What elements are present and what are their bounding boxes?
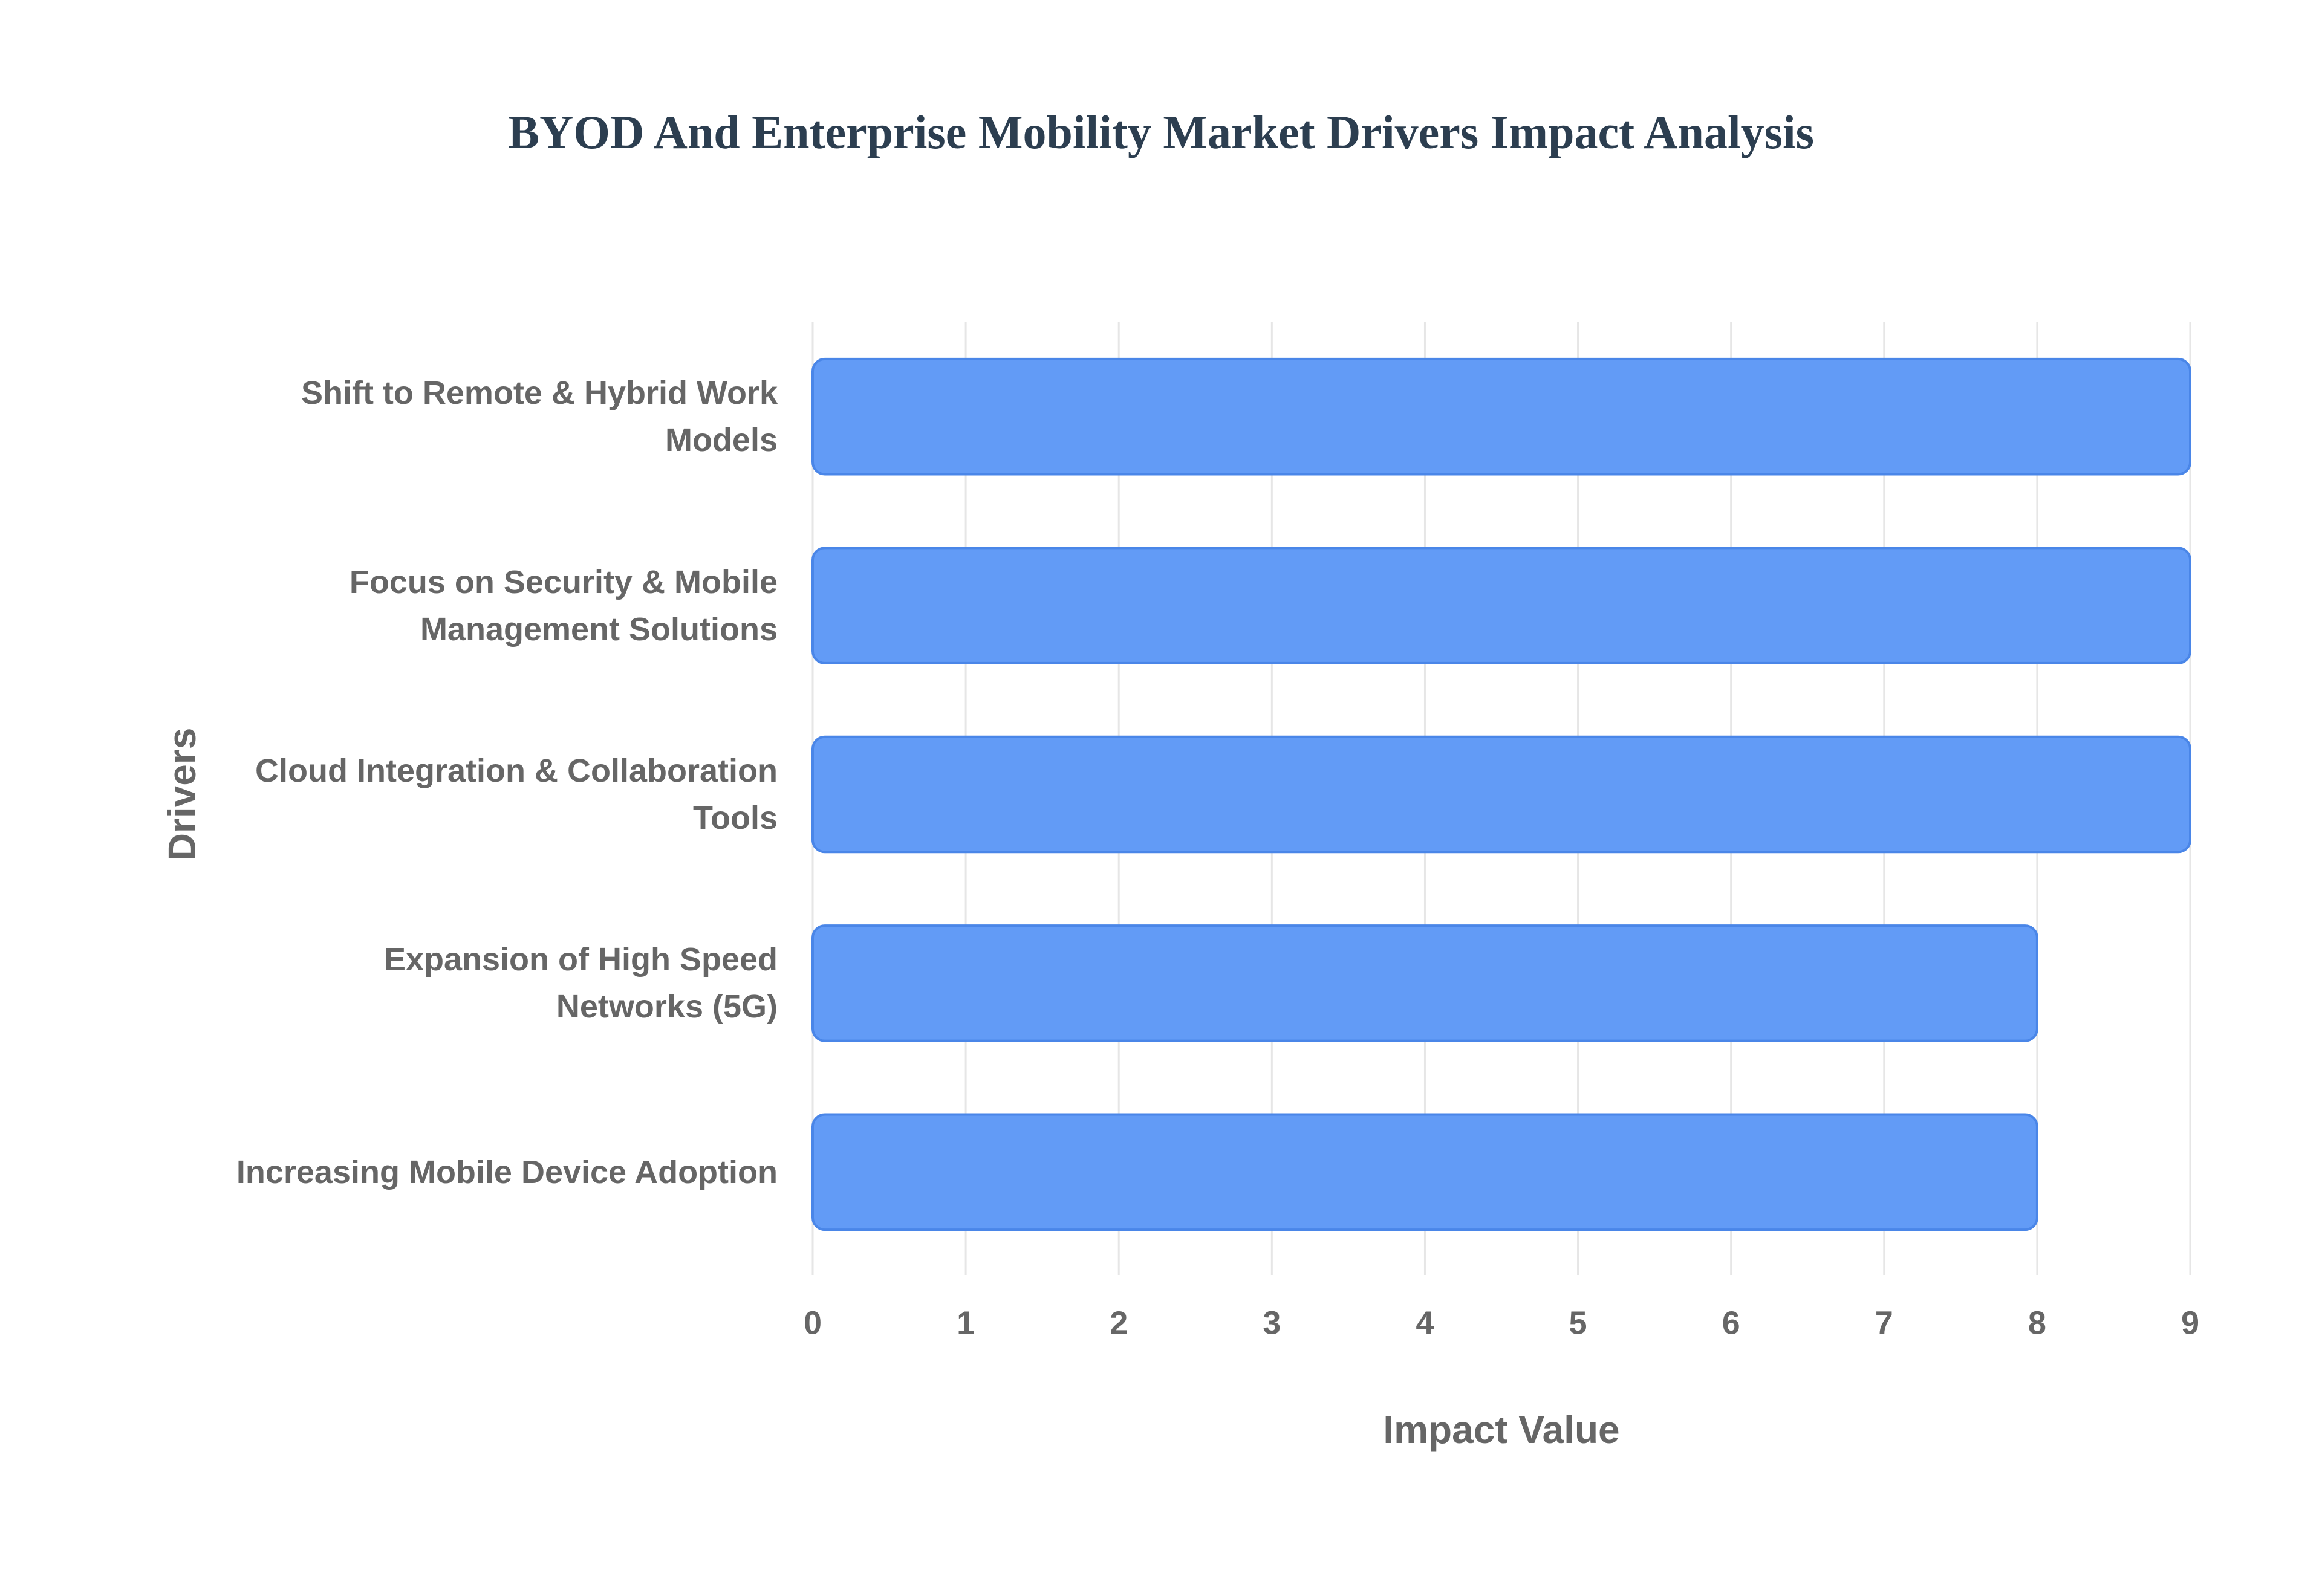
x-tick-label: 5 [1569, 1305, 1587, 1341]
x-tick-label: 0 [804, 1305, 822, 1341]
y-tick-label: Increasing Mobile Device Adoption [236, 1153, 778, 1190]
bar [811, 357, 2191, 476]
x-tick-label: 1 [957, 1305, 975, 1341]
x-tick-label: 6 [1722, 1305, 1740, 1341]
y-tick-label: Focus on Security & Mobile Management So… [349, 563, 778, 647]
bar [811, 924, 2038, 1042]
x-tick-label: 4 [1416, 1305, 1434, 1341]
x-tick-label: 2 [1110, 1305, 1128, 1341]
x-tick-label: 8 [2028, 1305, 2046, 1341]
y-tick-label: Expansion of High Speed Networks (5G) [383, 941, 778, 1025]
y-tick-label: Shift to Remote & Hybrid Work Models [301, 375, 778, 459]
x-axis-title: Impact Value [1383, 1408, 1619, 1452]
x-tick-label: 7 [1875, 1305, 1893, 1341]
chart-title: BYOD And Enterprise Mobility Market Driv… [508, 106, 1814, 158]
bar [811, 735, 2191, 854]
bar [811, 1113, 2038, 1231]
bar [811, 547, 2191, 664]
x-tick-label: 3 [1263, 1305, 1281, 1341]
x-tick-label: 9 [2181, 1305, 2199, 1341]
y-axis-title: Drivers [160, 728, 204, 861]
y-tick-label: Cloud Integration & Collaboration Tools [255, 753, 778, 836]
